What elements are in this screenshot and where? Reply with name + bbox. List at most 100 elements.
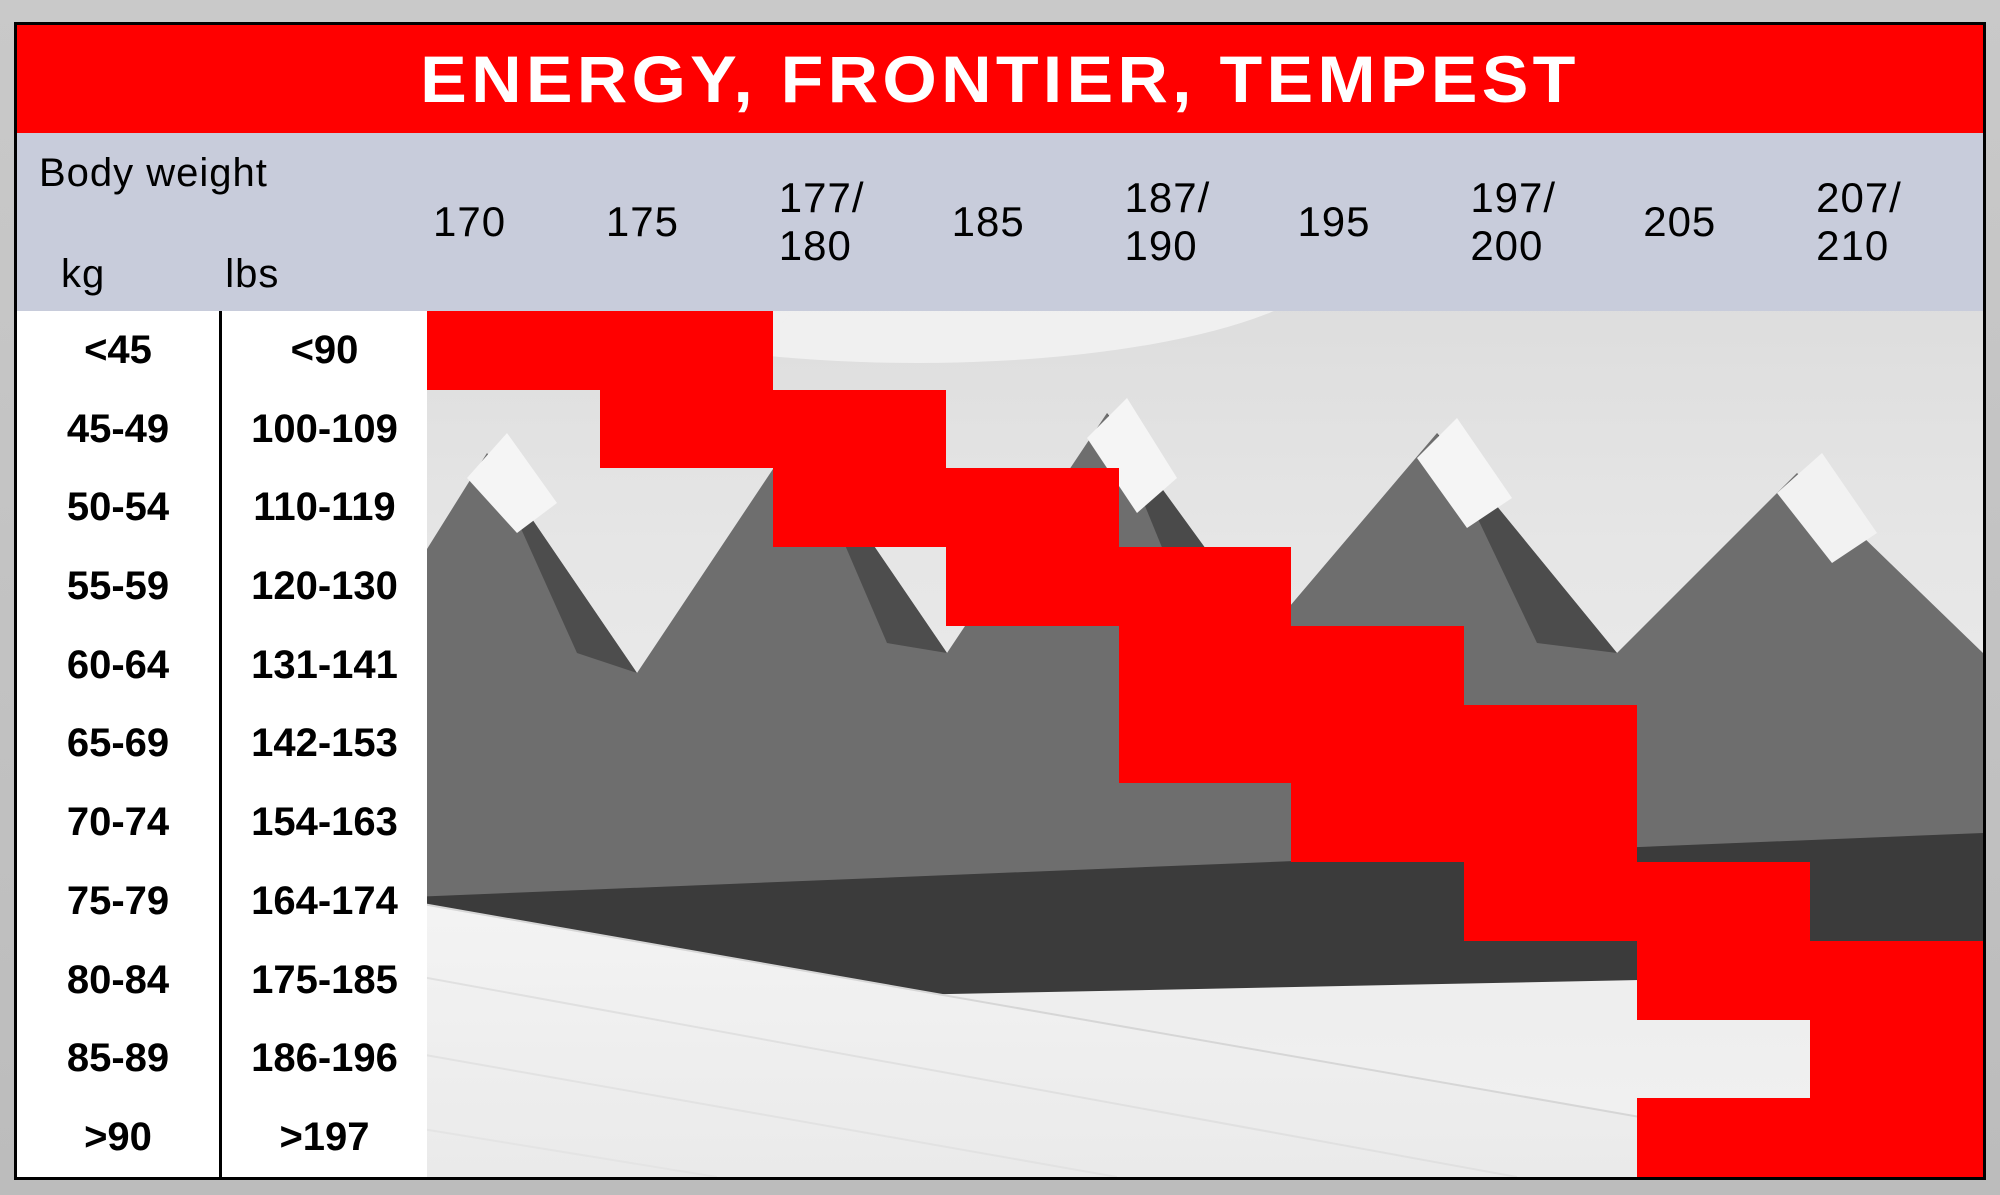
data-cell — [1119, 862, 1292, 941]
row-kg: 60-64 — [17, 626, 222, 705]
data-cell — [427, 626, 600, 705]
data-cell — [1291, 626, 1464, 705]
data-cell — [1464, 311, 1637, 390]
data-cell — [1119, 705, 1292, 784]
header-size: 205 — [1637, 133, 1810, 311]
data-cell — [1810, 783, 1983, 862]
data-cell — [1637, 1020, 1810, 1099]
data-cell — [427, 547, 600, 626]
data-cell — [1637, 468, 1810, 547]
data-cell — [1464, 941, 1637, 1020]
data-cell — [946, 705, 1119, 784]
row-lbs: 100-109 — [222, 390, 427, 469]
data-cell — [1119, 783, 1292, 862]
header-size: 185 — [946, 133, 1119, 311]
row-kg: 45-49 — [17, 390, 222, 469]
data-cell — [1291, 862, 1464, 941]
data-cell — [1464, 1098, 1637, 1177]
kg-label: kg — [61, 252, 105, 297]
data-cell — [1637, 311, 1810, 390]
data-cell — [773, 547, 946, 626]
data-cell — [1810, 862, 1983, 941]
data-cell — [1291, 783, 1464, 862]
data-cell — [773, 626, 946, 705]
data-cell — [1810, 941, 1983, 1020]
row-kg: 70-74 — [17, 783, 222, 862]
data-cell — [946, 1020, 1119, 1099]
data-cell — [600, 390, 773, 469]
data-cell — [1637, 941, 1810, 1020]
data-cell — [1291, 941, 1464, 1020]
title-bar: ENERGY, FRONTIER, TEMPEST — [17, 25, 1983, 133]
data-cell — [1119, 547, 1292, 626]
data-cell — [1637, 1098, 1810, 1177]
data-cell — [1810, 468, 1983, 547]
data-cell — [1291, 311, 1464, 390]
data-cell — [1291, 705, 1464, 784]
table-title: ENERGY, FRONTIER, TEMPEST — [420, 41, 1579, 117]
row-kg: 55-59 — [17, 547, 222, 626]
data-cell — [1119, 468, 1292, 547]
header-size: 175 — [600, 133, 773, 311]
data-cell — [773, 783, 946, 862]
data-cell — [946, 468, 1119, 547]
data-cell — [427, 1098, 600, 1177]
data-cell — [773, 468, 946, 547]
row-lbs: 120-130 — [222, 547, 427, 626]
header-body-weight: Body weight kg lbs — [17, 133, 427, 311]
data-cell — [1119, 311, 1292, 390]
data-cell — [1810, 390, 1983, 469]
header-size: 177/ 180 — [773, 133, 946, 311]
data-cell — [1119, 1020, 1292, 1099]
data-cell — [600, 547, 773, 626]
row-lbs: <90 — [222, 311, 427, 390]
header-size: 195 — [1291, 133, 1464, 311]
data-cell — [1291, 1020, 1464, 1099]
data-cell — [427, 862, 600, 941]
data-cell — [427, 311, 600, 390]
row-lbs: 142-153 — [222, 705, 427, 784]
data-cell — [773, 390, 946, 469]
data-cell — [600, 1020, 773, 1099]
data-cell — [427, 941, 600, 1020]
row-kg: <45 — [17, 311, 222, 390]
data-cell — [600, 468, 773, 547]
data-cell — [1291, 547, 1464, 626]
page: ENERGY, FRONTIER, TEMPEST — [0, 0, 2000, 1195]
data-cell — [1119, 626, 1292, 705]
row-lbs: 110-119 — [222, 468, 427, 547]
data-cell — [427, 1020, 600, 1099]
data-cell — [600, 783, 773, 862]
data-cell — [1119, 1098, 1292, 1177]
row-kg: 85-89 — [17, 1020, 222, 1099]
row-lbs: >197 — [222, 1098, 427, 1177]
data-cell — [1637, 705, 1810, 784]
data-cell — [600, 1098, 773, 1177]
row-kg: >90 — [17, 1098, 222, 1177]
table-body: Body weight kg lbs 170175177/ 180185187/… — [17, 133, 1983, 1177]
row-lbs: 154-163 — [222, 783, 427, 862]
row-kg: 50-54 — [17, 468, 222, 547]
data-cell — [427, 390, 600, 469]
data-cell — [1637, 783, 1810, 862]
data-cell — [773, 705, 946, 784]
data-cell — [1464, 547, 1637, 626]
row-kg: 65-69 — [17, 705, 222, 784]
data-cell — [1119, 941, 1292, 1020]
data-cell — [946, 783, 1119, 862]
data-cell — [1810, 705, 1983, 784]
data-cell — [1291, 1098, 1464, 1177]
row-lbs: 186-196 — [222, 1020, 427, 1099]
data-cell — [1464, 468, 1637, 547]
data-cell — [773, 1020, 946, 1099]
row-kg: 75-79 — [17, 862, 222, 941]
data-cell — [1119, 390, 1292, 469]
row-lbs: 131-141 — [222, 626, 427, 705]
data-cell — [773, 941, 946, 1020]
data-cell — [1810, 311, 1983, 390]
data-cell — [600, 311, 773, 390]
data-cell — [1464, 1020, 1637, 1099]
data-cell — [1810, 626, 1983, 705]
data-cell — [946, 547, 1119, 626]
data-cell — [1464, 783, 1637, 862]
